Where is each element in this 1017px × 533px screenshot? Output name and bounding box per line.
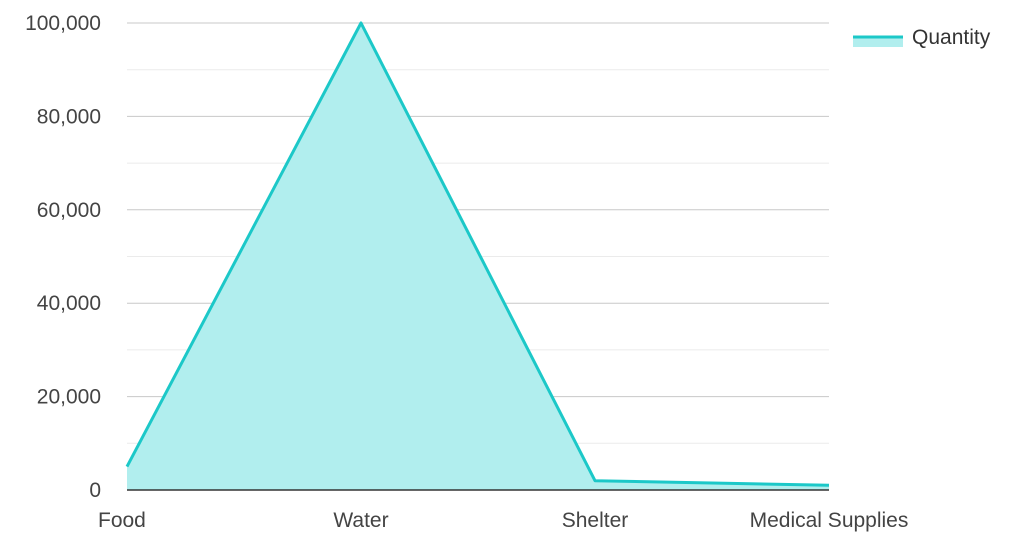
legend-label: Quantity: [912, 26, 991, 49]
x-tick-label: Medical Supplies: [750, 509, 909, 532]
x-tick-label: Water: [333, 509, 388, 532]
x-tick-label: Food: [98, 509, 146, 532]
y-tick-label: 20,000: [37, 386, 101, 409]
y-tick-label: 80,000: [37, 105, 101, 128]
x-tick-label: Shelter: [562, 509, 629, 532]
y-axis-tick-labels: 0 20,000 40,000 60,000 80,000 100,000: [25, 12, 101, 502]
series-quantity: [125, 21, 830, 490]
series-area-fill: [127, 23, 829, 490]
series-line: [125, 21, 830, 487]
y-tick-label: 40,000: [37, 292, 101, 315]
legend-swatch-fill: [853, 37, 903, 47]
y-tick-label: 100,000: [25, 12, 101, 35]
x-axis-tick-labels: Food Water Shelter Medical Supplies: [98, 509, 908, 532]
legend[interactable]: Quantity: [853, 26, 991, 49]
y-tick-label: 0: [89, 479, 101, 502]
y-tick-label: 60,000: [37, 199, 101, 222]
